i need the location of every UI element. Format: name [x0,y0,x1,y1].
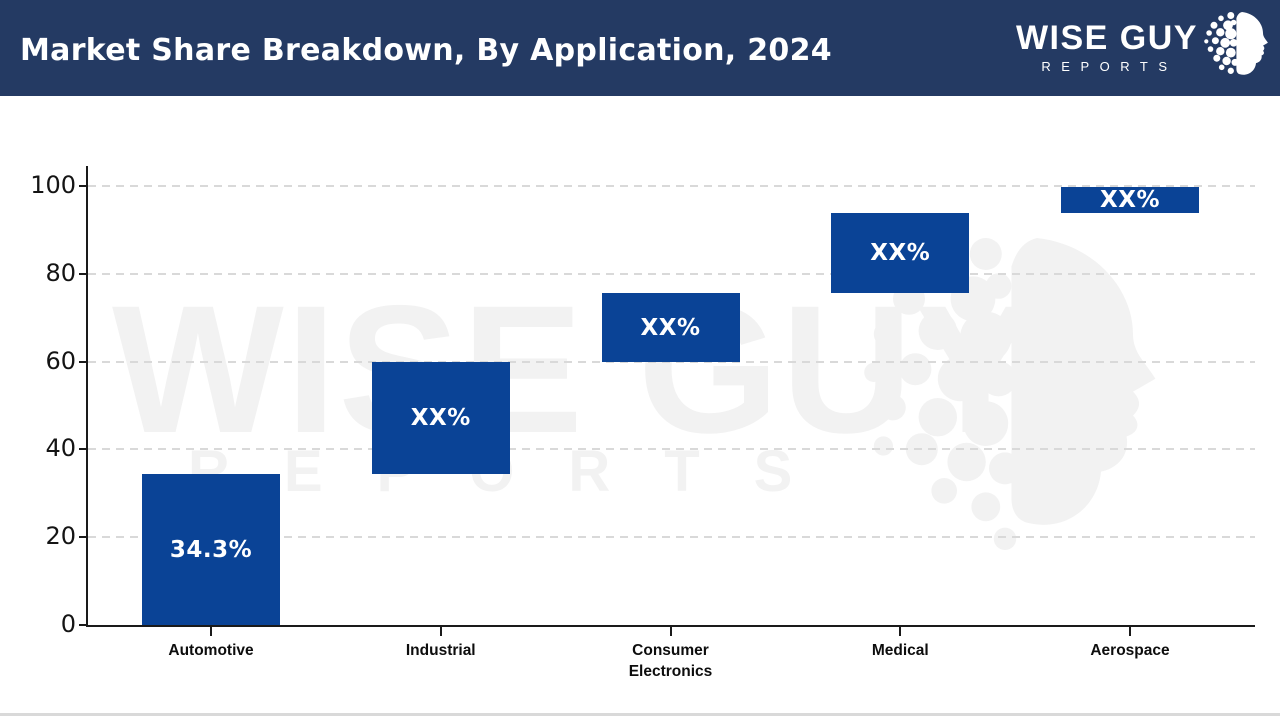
bar: XX% [601,293,740,363]
gridline [88,448,1255,451]
bar: XX% [831,213,970,294]
x-tick-label: Consumer Electronics [628,642,713,680]
logo-subtext: REPORTS [1041,58,1178,74]
y-tick-label: 60 [45,346,76,375]
bar-value-label: XX% [640,314,701,341]
y-tick-mark [79,624,88,626]
x-axis-line [86,625,1255,627]
logo-wordmark-block: WISE GUY REPORTS [1016,21,1198,74]
y-tick-mark [79,185,88,187]
bar: 34.3% [142,474,280,625]
y-tick-mark [79,272,88,275]
x-tick-mark [1129,627,1131,636]
wise-guy-logo: WISE GUY REPORTS [1016,4,1270,90]
bar-value-label: 34.3% [169,536,253,563]
y-tick-label: 40 [45,434,76,463]
logo-head-icon [1204,12,1268,75]
y-axis-line [86,166,88,627]
x-tick-mark [669,627,672,636]
gridline [88,185,1255,187]
bar-value-label: XX% [1099,187,1160,214]
x-tick-label: Automotive [168,642,254,659]
y-tick-label: 100 [30,171,76,199]
y-tick-label: 0 [60,610,76,638]
bar: XX% [371,362,510,475]
y-tick-label: 20 [45,522,76,551]
header-bar: Market Share Breakdown, By Application, … [0,0,1280,96]
bar-value-label: XX% [410,405,471,432]
x-tick-label: Aerospace [1090,642,1170,659]
x-tick-mark [439,627,442,636]
x-tick-label: Medical [871,642,929,659]
x-tick-mark [210,627,212,636]
y-tick-label: 80 [45,258,76,287]
y-tick-mark [79,360,88,363]
y-tick-mark [79,536,88,539]
bar: XX% [1061,186,1199,214]
logo-wordmark: WISE GUY [1015,18,1198,57]
bar-value-label: XX% [870,240,931,267]
page-title: Market Share Breakdown, By Application, … [20,33,832,68]
footer-divider [0,713,1280,716]
gridline [88,536,1255,539]
x-tick-label: Industrial [405,642,476,659]
x-tick-mark [899,627,902,636]
y-tick-mark [79,448,88,451]
gridline [88,272,1255,275]
